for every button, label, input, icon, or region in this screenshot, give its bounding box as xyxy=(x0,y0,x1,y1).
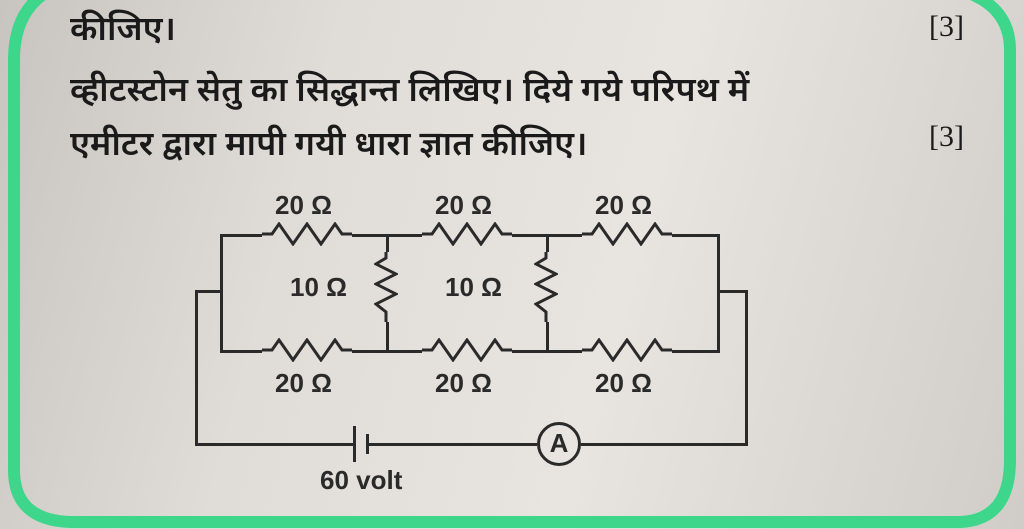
resistor-mid-2 xyxy=(534,252,558,322)
wire xyxy=(352,350,422,353)
question-line2: एमीटर द्वारा मापी गयी धारा ज्ञात कीजिए। xyxy=(70,120,587,174)
ammeter-label: A xyxy=(550,428,569,459)
wire xyxy=(546,322,549,352)
wire xyxy=(369,443,537,446)
resistor-bot-2 xyxy=(422,338,512,362)
resistor-bot-3 xyxy=(582,338,672,362)
wire xyxy=(672,234,720,237)
prev-marks: [3] xyxy=(929,10,964,44)
wire xyxy=(220,350,262,353)
prev-fragment: कीजिए। xyxy=(70,10,176,54)
resistor-top-1 xyxy=(262,222,352,246)
label-bot-r3: 20 Ω xyxy=(595,368,652,399)
label-mid-r1: 10 Ω xyxy=(290,272,347,303)
resistor-top-2 xyxy=(422,222,512,246)
wire xyxy=(195,290,198,445)
wire xyxy=(195,290,223,293)
wire xyxy=(717,234,720,352)
wire xyxy=(546,234,549,252)
label-top-r1: 20 Ω xyxy=(275,190,332,221)
wire xyxy=(195,443,353,446)
question-marks: [3] xyxy=(929,120,964,154)
wire xyxy=(672,350,720,353)
label-top-r2: 20 Ω xyxy=(435,190,492,221)
resistor-top-3 xyxy=(582,222,672,246)
question-line1: व्हीटस्टोन सेतु का सिद्धान्त लिखिए। दिये… xyxy=(70,66,964,120)
wire xyxy=(386,234,389,252)
wire xyxy=(220,234,223,352)
voltage-label: 60 volt xyxy=(320,465,402,496)
resistor-bot-1 xyxy=(262,338,352,362)
wire xyxy=(220,234,262,237)
battery-plate-long xyxy=(353,426,356,462)
page-container: कीजिए। [3] व्हीटस्टोन सेतु का सिद्धान्त … xyxy=(0,0,1024,529)
ammeter: A xyxy=(537,422,581,466)
label-bot-r1: 20 Ω xyxy=(275,368,332,399)
wire xyxy=(581,443,748,446)
wire xyxy=(512,350,582,353)
label-bot-r2: 20 Ω xyxy=(435,368,492,399)
resistor-mid-1 xyxy=(374,252,398,322)
label-mid-r2: 10 Ω xyxy=(445,272,502,303)
prev-question-line: कीजिए। [3] xyxy=(70,10,964,54)
wire xyxy=(745,290,748,445)
label-top-r3: 20 Ω xyxy=(595,190,652,221)
circuit-diagram: 20 Ω 20 Ω 20 Ω 10 Ω 10 Ω 20 xyxy=(190,190,790,500)
question-line2-row: एमीटर द्वारा मापी गयी धारा ज्ञात कीजिए। … xyxy=(70,120,964,174)
wire xyxy=(386,322,389,352)
wire xyxy=(717,290,747,293)
